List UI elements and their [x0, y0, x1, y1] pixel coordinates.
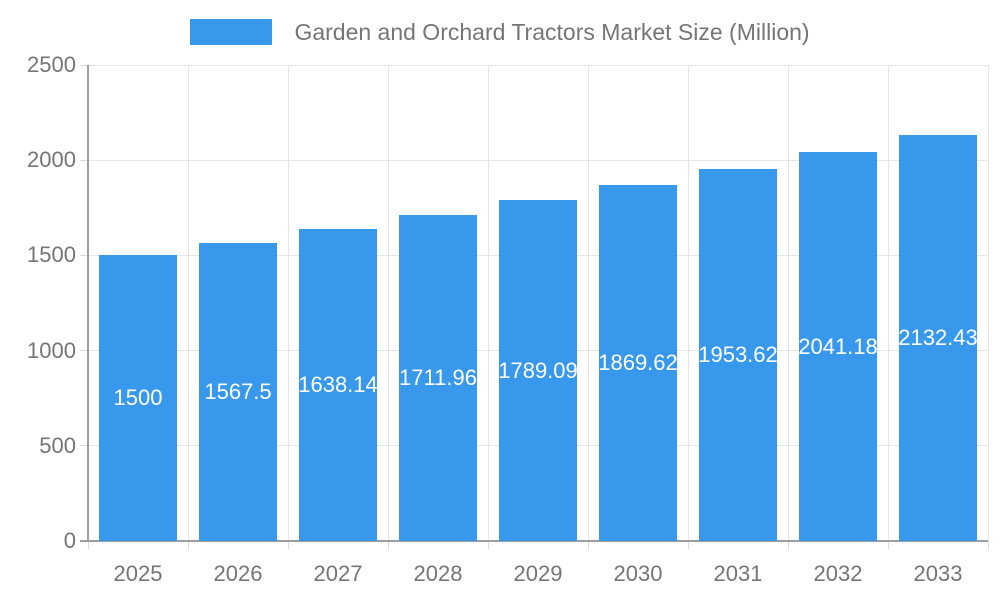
y-axis-line: [87, 65, 89, 541]
x-axis-tick-label: 2032: [813, 561, 863, 586]
gridline-vertical: [287, 65, 289, 541]
x-axis-tick-label: 2030: [613, 561, 663, 586]
bar-value-label: 1500: [113, 385, 163, 411]
x-axis-tick-label: 2025: [113, 561, 163, 586]
legend-label: Garden and Orchard Tractors Market Size …: [294, 18, 810, 45]
bar[interactable]: [699, 169, 777, 541]
bar-value-label: 1953.62: [699, 342, 777, 367]
bar[interactable]: [299, 229, 377, 541]
x-axis-tick: [787, 541, 789, 549]
legend[interactable]: Garden and Orchard Tractors Market Size …: [0, 12, 1000, 52]
bar[interactable]: [799, 152, 877, 541]
x-axis-tick-label: 2028: [413, 561, 463, 586]
x-axis-tick: [287, 541, 289, 549]
bar[interactable]: [199, 242, 277, 541]
y-axis-tick: [80, 159, 88, 161]
x-axis-tick: [987, 541, 989, 549]
x-axis-tick: [587, 541, 589, 549]
gridline-vertical: [787, 65, 789, 541]
y-axis-tick-label: 1500: [27, 242, 76, 268]
y-axis-tick-label: 2000: [27, 147, 76, 173]
bar[interactable]: [599, 185, 677, 541]
bar-value-label: 2041.18: [799, 333, 877, 359]
gridline-vertical: [587, 65, 589, 541]
y-axis-tick-label: 500: [39, 432, 76, 458]
legend-swatch: [190, 19, 273, 45]
y-axis-tick-label: 0: [63, 528, 76, 553]
x-axis-tick: [187, 541, 189, 549]
gridline-vertical: [487, 65, 489, 541]
y-axis-tick: [80, 350, 88, 352]
bar-value-label: 1638.14: [299, 372, 377, 398]
gridline-vertical: [187, 65, 189, 541]
y-axis-tick: [80, 445, 88, 447]
gridline-vertical: [887, 65, 889, 541]
x-axis-tick: [487, 541, 489, 549]
bar[interactable]: [99, 255, 177, 541]
x-axis-tick-label: 2031: [713, 561, 763, 586]
gridline-vertical: [987, 65, 989, 541]
bar[interactable]: [899, 135, 977, 541]
x-axis-line: [80, 540, 988, 542]
x-axis-tick: [387, 541, 389, 549]
bar-value-label: 1567.5: [204, 378, 272, 404]
x-axis-tick: [887, 541, 889, 549]
gridline-vertical: [387, 65, 389, 541]
bar-value-label: 1789.09: [499, 357, 577, 383]
bar-value-label: 1711.96: [399, 365, 477, 390]
y-axis-tick: [80, 254, 88, 256]
bar[interactable]: [499, 200, 577, 541]
bar-value-label: 2132.43: [899, 324, 977, 350]
gridline-vertical: [687, 65, 689, 541]
y-axis-tick: [80, 64, 88, 66]
x-axis-tick-label: 2033: [913, 561, 963, 586]
bar[interactable]: [399, 215, 477, 541]
bar-value-label: 1869.62: [599, 350, 677, 375]
gridline-horizontal: [88, 64, 988, 66]
x-axis-tick: [687, 541, 689, 549]
gridline-horizontal: [88, 159, 988, 161]
y-axis-tick-label: 1000: [27, 337, 76, 363]
x-axis-tick-label: 2029: [513, 561, 563, 586]
x-axis-tick: [87, 541, 89, 549]
x-axis-tick-label: 2026: [213, 561, 263, 586]
x-axis-tick-label: 2027: [313, 561, 363, 586]
y-axis-tick-label: 2500: [27, 52, 76, 77]
plot-area: 1500 1567.5 1638.14 1711.96 1789.09 1869.62 19…: [80, 64, 989, 549]
